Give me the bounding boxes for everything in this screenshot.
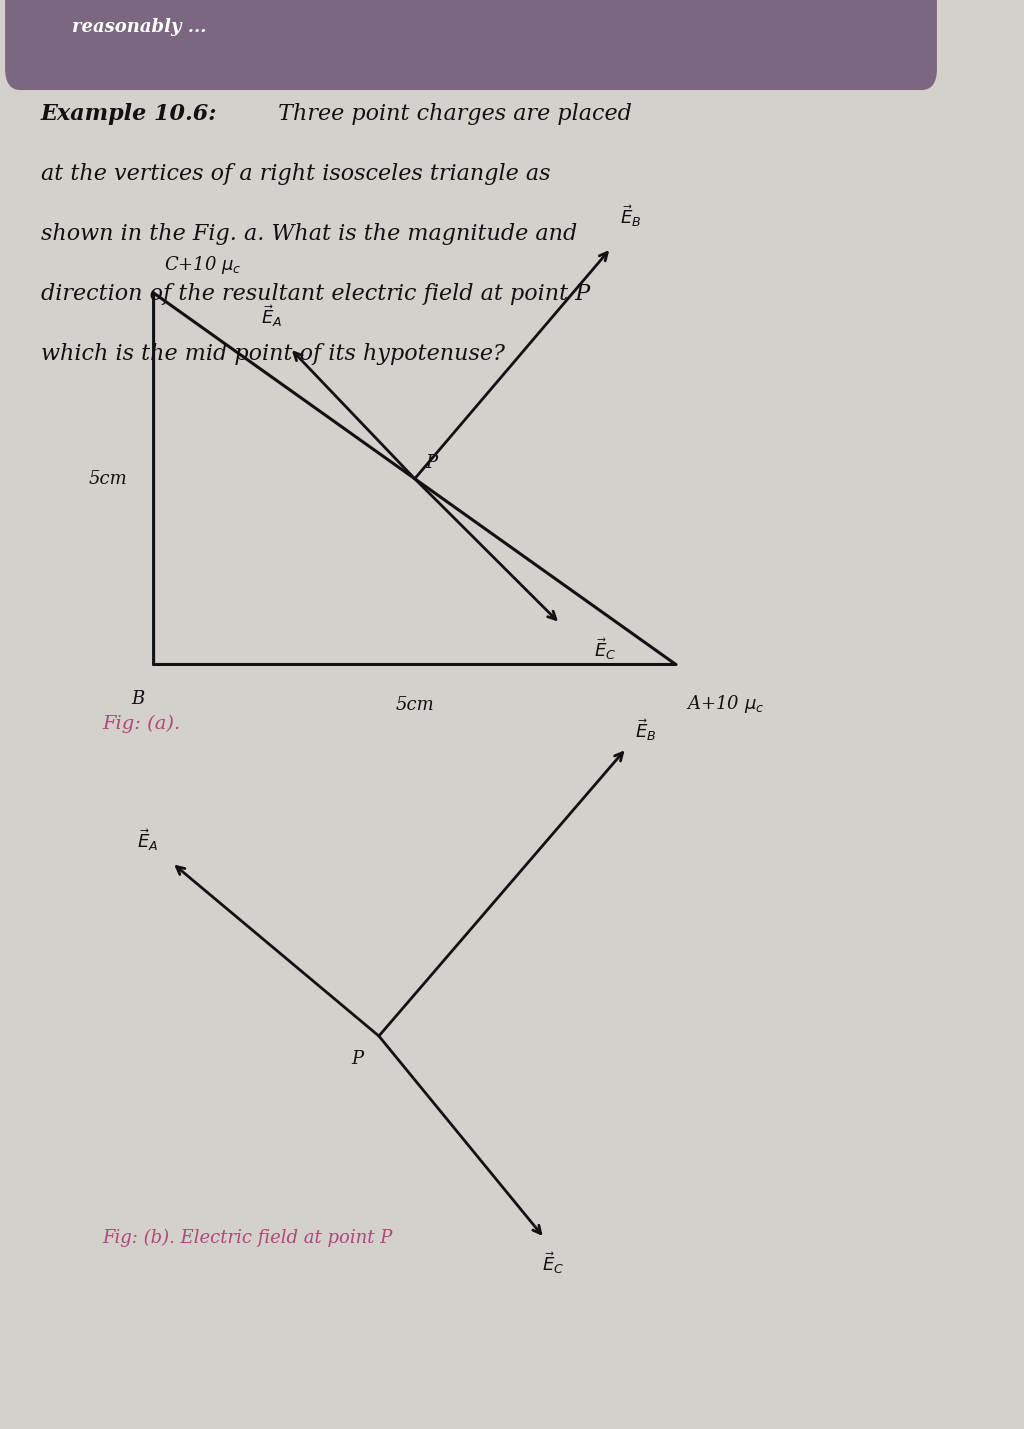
Text: $\vec{E}_B$: $\vec{E}_B$: [635, 717, 656, 743]
Text: reasonably ...: reasonably ...: [72, 19, 206, 36]
Text: Example 10.6:: Example 10.6:: [41, 103, 217, 124]
Text: $\vec{E}_A$: $\vec{E}_A$: [261, 303, 283, 329]
Text: shown in the Fig. a. What is the magnitude and: shown in the Fig. a. What is the magnitu…: [41, 223, 578, 244]
Text: C+10 $\mu_c$: C+10 $\mu_c$: [164, 254, 242, 276]
Text: B: B: [132, 690, 144, 709]
Text: $\vec{E}_C$: $\vec{E}_C$: [542, 1250, 564, 1276]
Text: P: P: [351, 1050, 364, 1069]
FancyBboxPatch shape: [5, 0, 937, 90]
Text: $\vec{E}_A$: $\vec{E}_A$: [137, 827, 159, 853]
Text: 5cm: 5cm: [395, 696, 434, 714]
Text: Three point charges are placed: Three point charges are placed: [271, 103, 632, 124]
Text: direction of the resultant electric field at point P: direction of the resultant electric fiel…: [41, 283, 590, 304]
Text: Fig: (b). Electric field at point P: Fig: (b). Electric field at point P: [102, 1229, 393, 1248]
Text: at the vertices of a right isosceles triangle as: at the vertices of a right isosceles tri…: [41, 163, 551, 184]
Text: P: P: [425, 453, 437, 472]
Text: 5cm: 5cm: [88, 470, 127, 487]
Text: which is the mid point of its hypotenuse?: which is the mid point of its hypotenuse…: [41, 343, 505, 364]
Text: $\vec{E}_B$: $\vec{E}_B$: [620, 203, 641, 229]
Text: $\vec{E}_C$: $\vec{E}_C$: [594, 636, 616, 662]
Text: Fig: (a).: Fig: (a).: [102, 714, 180, 733]
Text: A+10 $\mu_c$: A+10 $\mu_c$: [686, 693, 764, 714]
